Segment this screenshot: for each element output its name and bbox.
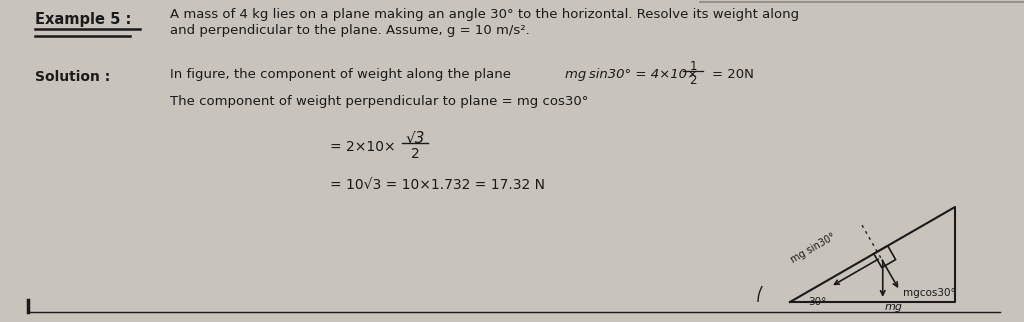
Text: 30°: 30°	[808, 297, 826, 307]
Text: = 2×10×: = 2×10×	[330, 140, 395, 154]
Text: Solution :: Solution :	[35, 70, 111, 84]
Text: The component of weight perpendicular to plane = mg cos30°: The component of weight perpendicular to…	[170, 95, 589, 108]
Text: 1: 1	[689, 60, 696, 73]
Text: 2: 2	[689, 74, 696, 87]
Text: mg sin30°: mg sin30°	[788, 231, 837, 265]
Text: mg: mg	[885, 302, 903, 312]
Text: Example 5 :: Example 5 :	[35, 12, 131, 27]
Text: and perpendicular to the plane. Assume, g = 10 m/s².: and perpendicular to the plane. Assume, …	[170, 24, 529, 37]
Text: = 20N: = 20N	[712, 68, 754, 81]
Text: √3: √3	[406, 130, 425, 145]
Text: = 10√3 = 10×1.732 = 17.32 N: = 10√3 = 10×1.732 = 17.32 N	[330, 178, 545, 192]
Text: mgcos30°: mgcos30°	[903, 288, 955, 298]
Text: A mass of 4 kg lies on a plane making an angle 30° to the horizontal. Resolve it: A mass of 4 kg lies on a plane making an…	[170, 8, 799, 21]
Text: mg sin30° = 4×10×: mg sin30° = 4×10×	[565, 68, 698, 81]
Text: In figure, the component of weight along the plane: In figure, the component of weight along…	[170, 68, 515, 81]
Text: 2: 2	[411, 147, 420, 161]
